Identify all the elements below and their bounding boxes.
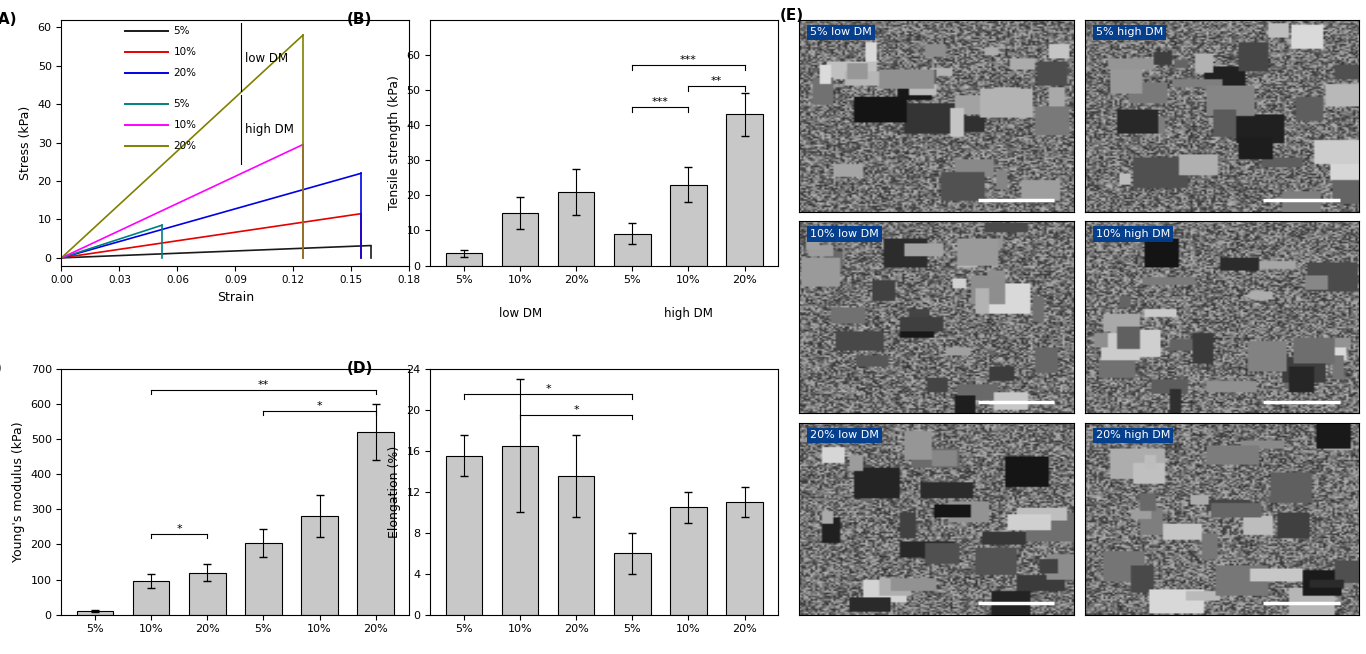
Bar bbox=[76, 611, 113, 615]
Text: (A): (A) bbox=[0, 12, 18, 27]
Text: **: ** bbox=[710, 77, 723, 86]
Bar bbox=[445, 253, 482, 266]
Bar bbox=[358, 432, 393, 615]
Text: *: * bbox=[574, 405, 579, 415]
Text: low DM: low DM bbox=[245, 52, 288, 65]
Text: high DM: high DM bbox=[245, 123, 294, 135]
Text: high DM: high DM bbox=[664, 307, 713, 320]
Text: 20% high DM: 20% high DM bbox=[1096, 430, 1171, 440]
Text: (D): (D) bbox=[347, 362, 373, 377]
Y-axis label: Young's modulus (kPa): Young's modulus (kPa) bbox=[12, 421, 25, 562]
Bar bbox=[189, 573, 225, 615]
Text: *: * bbox=[317, 401, 322, 411]
Bar bbox=[501, 213, 538, 266]
Bar bbox=[133, 581, 169, 615]
Text: 20% low DM: 20% low DM bbox=[810, 430, 878, 440]
Text: 5% low DM: 5% low DM bbox=[810, 27, 872, 37]
Text: (B): (B) bbox=[347, 12, 372, 27]
Bar bbox=[557, 192, 594, 266]
Bar bbox=[727, 502, 762, 615]
Bar bbox=[501, 445, 538, 615]
Text: ***: *** bbox=[680, 56, 697, 65]
Text: 20%: 20% bbox=[173, 69, 197, 78]
Text: 20%: 20% bbox=[173, 141, 197, 152]
Bar bbox=[671, 184, 706, 266]
Bar bbox=[302, 517, 337, 615]
Text: 5%: 5% bbox=[173, 99, 190, 109]
Y-axis label: Stress (kPa): Stress (kPa) bbox=[19, 105, 31, 180]
Text: 10%: 10% bbox=[173, 47, 197, 58]
Y-axis label: Tensile strength (kPa): Tensile strength (kPa) bbox=[388, 75, 400, 210]
X-axis label: Strain: Strain bbox=[217, 291, 254, 304]
Text: (E): (E) bbox=[780, 8, 805, 23]
Text: ***: *** bbox=[652, 97, 669, 107]
Text: low DM: low DM bbox=[499, 307, 542, 320]
Text: 10% high DM: 10% high DM bbox=[1096, 229, 1169, 239]
Text: 5%: 5% bbox=[173, 26, 190, 36]
Text: 10%: 10% bbox=[173, 120, 197, 130]
Text: 5% high DM: 5% high DM bbox=[1096, 27, 1162, 37]
Text: *: * bbox=[176, 524, 182, 534]
Y-axis label: Elongation (%): Elongation (%) bbox=[388, 445, 400, 538]
Bar bbox=[671, 507, 706, 615]
Text: *: * bbox=[545, 385, 550, 394]
Bar bbox=[246, 543, 281, 615]
Bar bbox=[615, 234, 650, 266]
Text: (C): (C) bbox=[0, 362, 3, 377]
Bar bbox=[615, 553, 650, 615]
Bar bbox=[445, 456, 482, 615]
Bar bbox=[727, 114, 762, 266]
Text: 10% low DM: 10% low DM bbox=[810, 229, 878, 239]
Text: **: ** bbox=[258, 380, 269, 390]
Bar bbox=[557, 476, 594, 615]
